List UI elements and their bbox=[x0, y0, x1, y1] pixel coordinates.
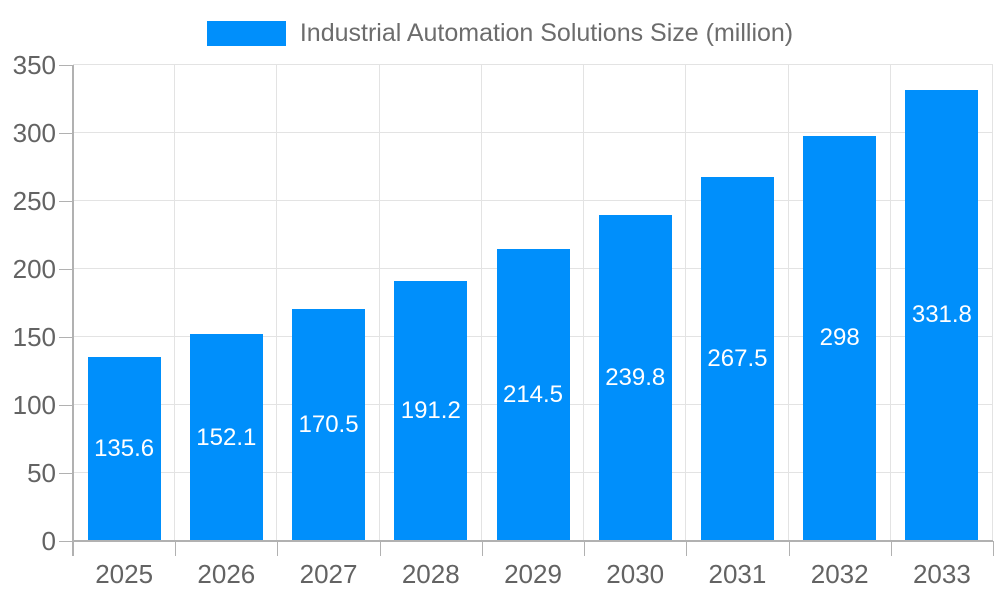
x-tick-label: 2033 bbox=[912, 559, 971, 589]
bar-value-label: 170.5 bbox=[298, 411, 359, 439]
plot-area: 135.6 152.1 170.5 191.2 214.5 239.8 267.5 298 33… bbox=[73, 64, 993, 541]
v-gridline bbox=[889, 65, 891, 541]
legend-label: Industrial Automation Solutions Size (mi… bbox=[299, 18, 794, 47]
x-tick bbox=[993, 541, 994, 556]
y-tick-label: 200 bbox=[12, 254, 56, 284]
x-tick bbox=[379, 541, 381, 556]
v-gridline bbox=[480, 65, 482, 541]
x-tick-label: 2031 bbox=[708, 559, 767, 589]
bar-value-label: 267.5 bbox=[707, 345, 768, 373]
y-tick bbox=[59, 201, 73, 202]
x-tick-label: 2027 bbox=[299, 559, 358, 589]
x-tick bbox=[686, 541, 688, 556]
x-tick bbox=[175, 541, 177, 556]
h-gridline bbox=[73, 132, 993, 133]
x-tick bbox=[890, 541, 892, 556]
v-gridline bbox=[378, 65, 380, 541]
x-tick-label: 2028 bbox=[401, 559, 460, 589]
x-tick-label: 2029 bbox=[504, 559, 562, 589]
v-gridline bbox=[276, 65, 278, 541]
bar[interactable]: 135.6 bbox=[87, 356, 161, 541]
y-tick bbox=[59, 405, 73, 406]
bar[interactable]: 331.8 bbox=[905, 89, 979, 541]
bar-value-label: 298 bbox=[819, 324, 860, 352]
x-tick-label: 2030 bbox=[606, 559, 665, 589]
h-gridline bbox=[73, 200, 993, 201]
y-tick-label: 300 bbox=[12, 118, 56, 148]
v-gridline bbox=[787, 65, 789, 541]
h-gridline bbox=[73, 64, 993, 65]
y-tick-label: 100 bbox=[12, 390, 56, 420]
y-tick bbox=[59, 269, 73, 270]
bar[interactable]: 170.5 bbox=[292, 309, 366, 541]
y-tick bbox=[59, 65, 73, 66]
bar-value-label: 135.6 bbox=[94, 434, 155, 462]
x-tick-label: 2025 bbox=[95, 559, 154, 589]
y-tick-label: 250 bbox=[12, 186, 56, 216]
bar-value-label: 152.1 bbox=[196, 423, 257, 451]
bar-value-label: 191.2 bbox=[400, 396, 461, 424]
x-tick-label: 2032 bbox=[810, 559, 869, 589]
x-tick bbox=[73, 541, 74, 556]
v-gridline bbox=[685, 65, 687, 541]
bar[interactable]: 239.8 bbox=[598, 214, 672, 541]
bar-value-label: 214.5 bbox=[502, 381, 564, 409]
bar-value-label: 239.8 bbox=[605, 363, 666, 391]
bar[interactable]: 298 bbox=[803, 135, 877, 541]
x-axis-line bbox=[73, 540, 993, 542]
v-gridline bbox=[174, 65, 176, 541]
v-gridline bbox=[992, 65, 993, 541]
y-tick-label: 50 bbox=[27, 458, 56, 488]
y-tick bbox=[59, 541, 73, 542]
legend[interactable]: Industrial Automation Solutions Size (mi… bbox=[0, 14, 1000, 52]
y-tick-label: 350 bbox=[12, 50, 56, 80]
x-tick bbox=[481, 541, 483, 556]
x-tick-label: 2026 bbox=[197, 559, 256, 589]
x-tick bbox=[788, 541, 790, 556]
x-tick bbox=[277, 541, 279, 556]
bar[interactable]: 191.2 bbox=[394, 280, 468, 541]
bar[interactable]: 267.5 bbox=[700, 177, 774, 541]
x-tick bbox=[584, 541, 586, 556]
y-tick bbox=[59, 337, 73, 338]
v-gridline bbox=[583, 65, 585, 541]
y-tick-label: 150 bbox=[12, 322, 56, 352]
y-tick bbox=[59, 473, 73, 474]
y-tick-label: 0 bbox=[41, 526, 56, 556]
y-tick bbox=[59, 133, 73, 134]
bar-value-label: 331.8 bbox=[911, 301, 972, 329]
y-axis-line bbox=[72, 65, 74, 556]
bar[interactable]: 214.5 bbox=[496, 249, 570, 541]
legend-swatch-icon bbox=[206, 20, 286, 46]
bar[interactable]: 152.1 bbox=[189, 334, 263, 541]
